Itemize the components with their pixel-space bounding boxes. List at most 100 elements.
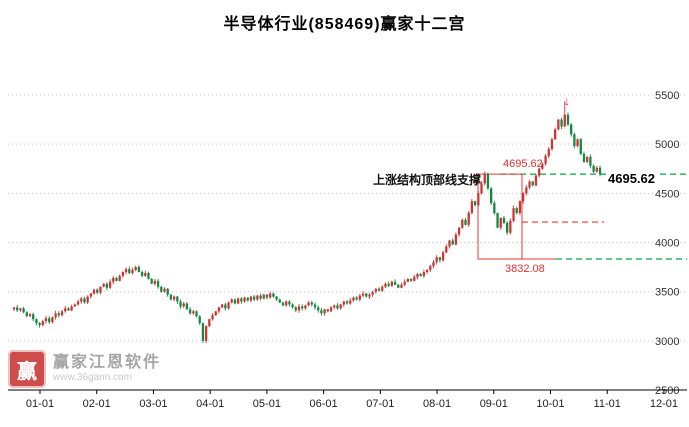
candle — [515, 208, 518, 213]
x-tick-label: 09-01 — [480, 398, 508, 410]
candle — [582, 154, 586, 162]
y-tick-label: 5000 — [655, 139, 679, 151]
candle — [566, 114, 570, 125]
candle — [227, 302, 230, 309]
candle — [429, 266, 432, 271]
candle — [67, 308, 70, 311]
candle — [281, 302, 285, 306]
candle — [528, 181, 531, 188]
candle — [326, 309, 329, 312]
candle — [41, 321, 44, 326]
candle — [285, 301, 288, 306]
candle — [57, 313, 60, 316]
candle — [509, 220, 512, 233]
chart-title: 半导体行业(858469)赢家十二宫 — [223, 16, 466, 33]
candle — [409, 278, 413, 281]
current-price-label: 4695.62 — [606, 171, 657, 186]
candle — [99, 286, 102, 293]
candle — [51, 317, 54, 323]
candle — [595, 167, 598, 172]
candle — [531, 181, 534, 186]
candle — [102, 283, 105, 287]
candle — [220, 304, 224, 308]
candle — [195, 311, 198, 317]
candle — [76, 301, 80, 305]
candle — [144, 272, 147, 276]
candle — [304, 305, 307, 309]
candle — [89, 293, 93, 297]
candle — [44, 318, 48, 322]
candle — [374, 288, 377, 292]
candle — [176, 296, 179, 302]
candle — [438, 257, 442, 261]
candle — [80, 298, 83, 302]
candle — [480, 183, 483, 194]
candle — [470, 201, 474, 213]
x-tick-label: 08-01 — [423, 398, 451, 410]
y-tick-label: 4500 — [655, 188, 679, 200]
candle — [441, 252, 445, 261]
candle — [538, 168, 541, 176]
candle — [361, 293, 365, 296]
candle — [368, 294, 371, 297]
candle — [464, 219, 467, 225]
candle — [246, 297, 249, 301]
structure-box — [477, 173, 523, 260]
candle — [128, 269, 131, 273]
candle — [233, 299, 237, 304]
candle — [211, 315, 214, 320]
candle — [355, 297, 358, 300]
candle — [329, 307, 333, 312]
candle — [272, 293, 275, 297]
candle — [317, 307, 320, 311]
candle — [112, 277, 115, 282]
candle — [208, 319, 211, 327]
candle — [70, 306, 73, 311]
watermark-url: www.36gann.com — [53, 372, 132, 384]
candle — [489, 188, 493, 204]
candle — [137, 267, 141, 272]
candle — [185, 303, 189, 310]
x-tick-label: 04-01 — [196, 398, 224, 410]
candle — [92, 289, 96, 294]
candle — [262, 294, 265, 299]
candle — [269, 293, 272, 298]
candle — [192, 311, 195, 314]
x-tick-label: 06-01 — [310, 398, 338, 410]
candle — [384, 283, 387, 287]
candle — [153, 280, 157, 284]
candle — [313, 304, 317, 308]
candle — [381, 286, 384, 291]
candle — [115, 277, 118, 281]
candle — [570, 124, 573, 135]
watermark-brand: 赢家江恩软件 — [53, 354, 162, 372]
candle — [204, 326, 208, 341]
candle — [118, 275, 121, 281]
candle — [291, 304, 294, 308]
y-tick-label: 3500 — [655, 287, 679, 299]
candle — [541, 163, 544, 169]
candle — [390, 281, 394, 286]
candle — [435, 257, 438, 263]
candle — [73, 304, 76, 307]
candle — [172, 296, 176, 300]
candle — [60, 311, 64, 316]
candle — [422, 272, 426, 276]
candle — [179, 301, 182, 307]
candle — [473, 201, 477, 206]
candle — [214, 311, 217, 316]
candle — [230, 299, 233, 303]
candle — [512, 208, 515, 221]
candle — [297, 306, 301, 311]
candle — [288, 301, 291, 305]
candle — [275, 296, 278, 300]
candle — [310, 302, 313, 305]
candle — [86, 296, 89, 303]
candle — [557, 119, 560, 130]
candle — [301, 306, 304, 309]
candle — [432, 262, 435, 267]
candle — [342, 301, 345, 305]
candle — [54, 313, 57, 318]
